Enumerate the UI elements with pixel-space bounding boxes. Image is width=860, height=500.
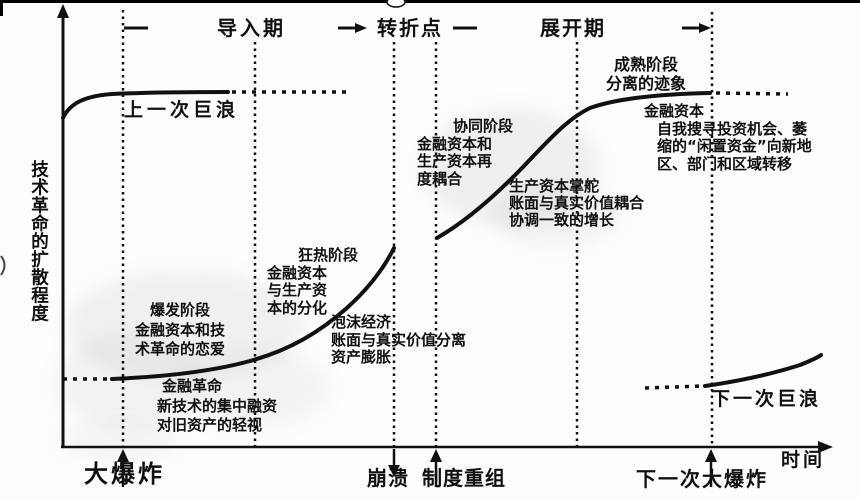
bubble-economy-title: 泡沫经济 xyxy=(331,313,392,331)
scan-artifact-mark xyxy=(0,255,6,276)
next-wave-label: 下一次巨浪 xyxy=(711,388,822,410)
frenzy-stage-note: 狂热阶段 金融资本 与生产资 本的分化 xyxy=(267,246,359,317)
maturity-stage-title: 成熟阶段 xyxy=(613,55,678,74)
synergy-stage-title: 协同阶段 xyxy=(453,117,514,135)
financial-revolution-line: 对旧资产的轻视 xyxy=(157,416,263,434)
financial-capital-line: 缩的“闲置资金”向新地 xyxy=(657,137,812,155)
eruption-stage-title: 爆发阶段 xyxy=(149,301,210,319)
maturity-stage-line: 分离的迹象 xyxy=(605,73,686,93)
bubble-economy-line: 资产膨胀 xyxy=(331,348,392,366)
synergy-cloud-shading xyxy=(424,108,618,248)
s-curve-frenzy-segment xyxy=(110,246,396,381)
next-big-bang-label: 下一次大爆炸 xyxy=(636,467,768,491)
big-bang-label: 大爆炸 xyxy=(84,460,165,488)
synergy-stage-line: 金融资本和 xyxy=(417,134,493,153)
financial-capital-note: 金融资本 自我搜寻投资机会、萎 缩的“闲置资金”向新地 区、部门和区域转移 xyxy=(644,102,812,173)
frenzy-stage-title: 狂热阶段 xyxy=(298,246,359,264)
phase-turning-point-label: 转折点 xyxy=(377,16,443,40)
scan-artifact-circle xyxy=(386,0,406,8)
synergy-stage-line: 度耦合 xyxy=(417,169,463,188)
eruption-stage-line: 术革命的恋爱 xyxy=(134,340,225,358)
s-curve-synergy-segment xyxy=(435,91,712,240)
eruption-stage-note: 爆发阶段 金融资本和技 术革命的恋爱 xyxy=(117,301,243,360)
bubble-economy-note: 泡沫经济 账面与真实价值分离 资产膨胀 xyxy=(331,313,467,367)
restructuring-label: 制度重组 xyxy=(422,466,506,490)
bubble-economy-line: 账面与真实价值分离 xyxy=(331,330,467,349)
y-axis-label: 技术革命的扩散程度 xyxy=(28,160,49,322)
maturity-stage-note: 成熟阶段 分离的迹象 xyxy=(596,55,696,93)
restructuring-arrowhead xyxy=(430,449,442,462)
top-left-corner-tick xyxy=(0,0,3,16)
synergy-stage-line: 生产资本再 xyxy=(417,152,493,170)
intro-to-turning-arrowhead xyxy=(355,23,367,33)
frenzy-stage-line: 本的分化 xyxy=(267,298,328,317)
financial-revolution-title: 金融革命 xyxy=(162,377,223,395)
phase-deployment-label: 展开期 xyxy=(540,16,606,40)
x-axis-arrowhead xyxy=(818,441,833,453)
previous-wave-label: 上一次巨浪 xyxy=(124,99,240,121)
next-wave-curve xyxy=(703,353,823,388)
crash-arrowhead xyxy=(388,465,400,477)
x-axis-label: 时间 xyxy=(781,449,826,471)
deployment-end-arrowhead xyxy=(699,23,711,33)
financial-capital-line: 区、部门和区域转移 xyxy=(657,154,793,173)
eruption-stage-line: 金融资本和技 xyxy=(134,320,225,339)
production-capital-title: 生产资本掌舵 xyxy=(509,177,600,195)
financial-capital-title: 金融资本 xyxy=(644,102,705,120)
financial-revolution-line: 新技术的集中融资 xyxy=(157,396,278,415)
previous-wave-curve xyxy=(61,90,230,120)
next-big-bang-arrowhead xyxy=(705,449,717,462)
financial-capital-line: 自我搜寻投资机会、萎 xyxy=(657,119,808,138)
production-capital-line: 协调一致的增长 xyxy=(509,210,615,229)
big-bang-arrowhead xyxy=(117,449,129,462)
y-axis-arrowhead xyxy=(57,4,69,18)
production-capital-note: 生产资本掌舵 账面与真实价值耦合 协调一致的增长 xyxy=(509,178,644,228)
production-capital-line: 账面与真实价值耦合 xyxy=(509,193,645,212)
top-border-line xyxy=(0,0,860,3)
frenzy-stage-line: 金融资本 xyxy=(267,263,328,282)
synergy-stage-note: 协同阶段 金融资本和 生产资本再 度耦合 xyxy=(417,117,514,188)
phase-introduction-label: 导入期 xyxy=(217,16,286,40)
s-curve-dotted-top-extension xyxy=(715,91,789,96)
crash-label: 崩溃 xyxy=(367,466,409,490)
financial-revolution-note: 金融革命 新技术的集中融资 对旧资产的轻视 xyxy=(157,377,277,436)
frenzy-stage-line: 与生产资 xyxy=(267,281,328,299)
next-wave-dotted-lead xyxy=(644,384,704,390)
